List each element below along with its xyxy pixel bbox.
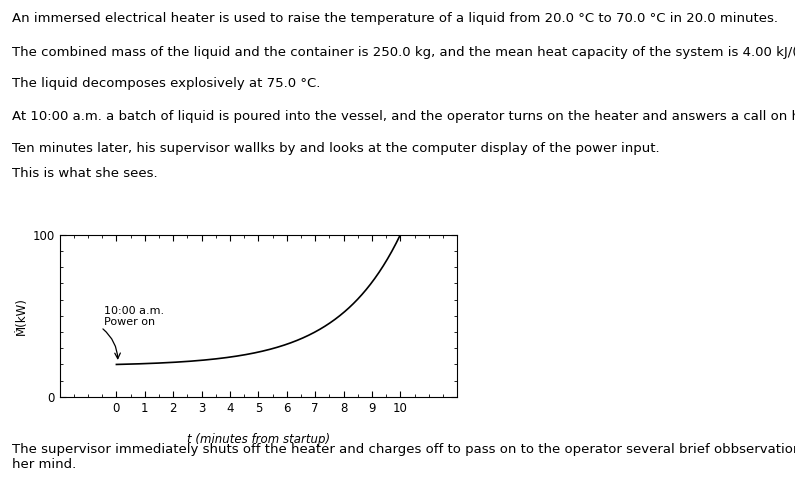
Text: Ten minutes later, his supervisor wallks by and looks at the computer display of: Ten minutes later, his supervisor wallks… <box>12 142 660 155</box>
Text: At 10:00 a.m. a batch of liquid is poured into the vessel, and the operator turn: At 10:00 a.m. a batch of liquid is poure… <box>12 110 795 123</box>
Text: The combined mass of the liquid and the container is 250.0 kg, and the mean heat: The combined mass of the liquid and the … <box>12 46 795 59</box>
Text: Power on: Power on <box>103 317 155 327</box>
Text: The liquid decomposes explosively at 75.0 °C.: The liquid decomposes explosively at 75.… <box>12 77 320 91</box>
Text: The supervisor immediately shuts off the heater and charges off to pass on to th: The supervisor immediately shuts off the… <box>12 443 795 471</box>
Text: 10:00 a.m.: 10:00 a.m. <box>103 306 164 316</box>
Text: This is what she sees.: This is what she sees. <box>12 167 157 180</box>
Text: An immersed electrical heater is used to raise the temperature of a liquid from : An immersed electrical heater is used to… <box>12 12 778 25</box>
Y-axis label: Ṁ̇(kW): Ṁ̇(kW) <box>15 297 29 335</box>
Text: t (minutes from startup): t (minutes from startup) <box>187 433 330 446</box>
